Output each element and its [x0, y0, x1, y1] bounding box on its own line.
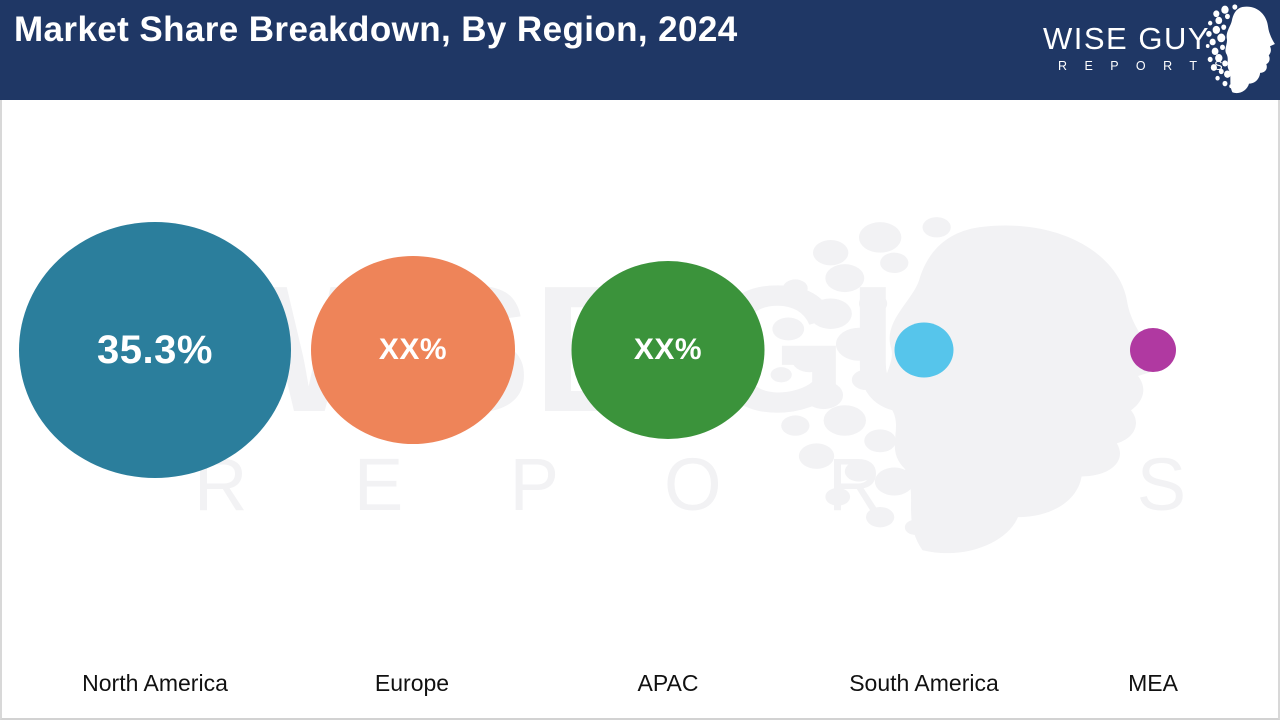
brand-head-icon	[1204, 3, 1278, 97]
category-label-north-america: North America	[82, 670, 228, 696]
category-label-apac: APAC	[637, 670, 699, 696]
brand-logo-wordmark: WISE GUY	[1043, 21, 1211, 56]
watermark-head-icon	[760, 212, 1184, 568]
bubble-south-america	[894, 322, 954, 378]
bubble-chart: WISE GUY R E P O R T S 35.3% XX% XX% Nor…	[0, 100, 1280, 720]
bubble-value-label: XX%	[378, 333, 448, 366]
page-title: Market Share Breakdown, By Region, 2024	[14, 10, 738, 49]
bubble-europe: XX%	[311, 256, 515, 444]
bubble-mea	[1130, 328, 1176, 372]
bubble-value-label: 35.3%	[97, 327, 213, 372]
header: Market Share Breakdown, By Region, 2024 …	[0, 0, 1280, 100]
bubble-apac: XX%	[571, 261, 765, 439]
watermark-subtext: R E P O R T S	[194, 443, 1230, 526]
brand-logo-subtext: R E P O R T S	[1058, 59, 1230, 73]
category-label-south-america: South America	[849, 670, 999, 696]
category-label-mea: MEA	[1128, 670, 1178, 696]
bubble-north-america: 35.3%	[19, 222, 291, 478]
bubble-value-label: XX%	[633, 333, 703, 366]
category-label-europe: Europe	[374, 670, 450, 696]
